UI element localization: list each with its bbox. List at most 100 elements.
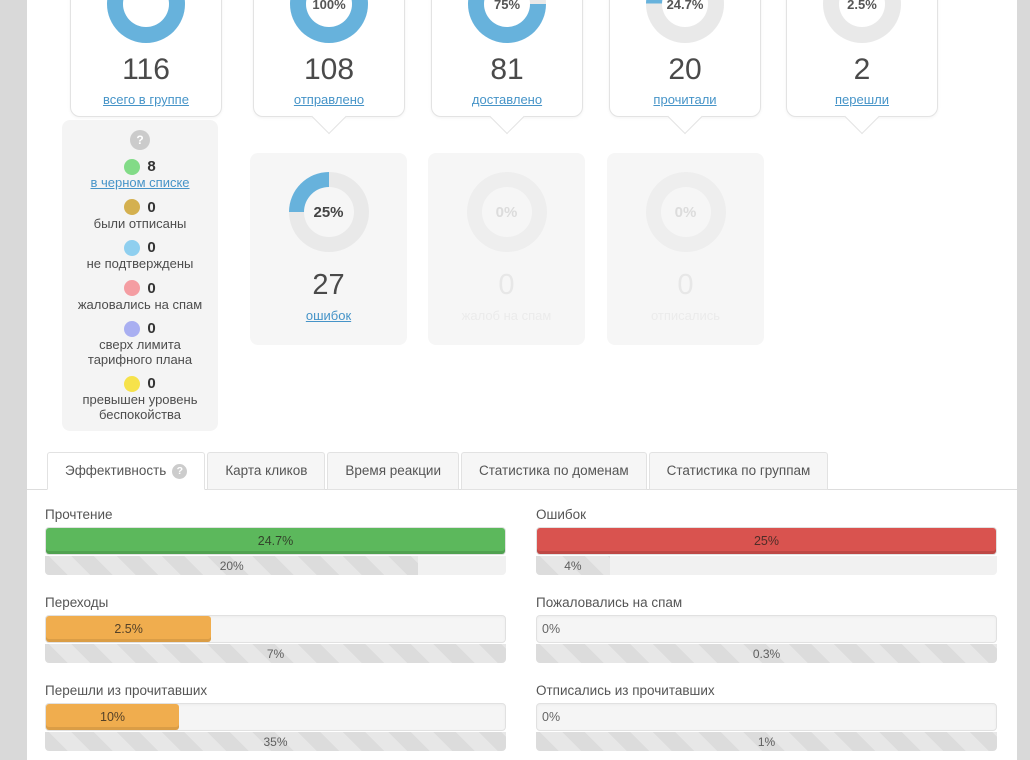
legend-value: 0 bbox=[147, 198, 156, 216]
metric-unsubscribed-from-read: Отписались из прочитавших 0% 1% bbox=[536, 683, 997, 751]
donut-hole: 2.5% bbox=[839, 0, 885, 27]
donut-hole: 0% bbox=[481, 187, 532, 237]
card-value: 2 bbox=[853, 53, 871, 86]
benchmark-track: 35% bbox=[45, 732, 506, 751]
right-gutter bbox=[1017, 0, 1030, 760]
legend-box: ? 8 в черном списке 0 были отписаны 0 не… bbox=[62, 120, 218, 431]
card-label-link[interactable]: ошибок bbox=[305, 308, 352, 323]
stat-card-unsubscribed: 0% 0 отписались bbox=[607, 153, 764, 345]
benchmark-track: 1% bbox=[536, 732, 997, 751]
funnel-card-read: 24.7% 20 прочитали bbox=[609, 0, 761, 135]
benchmark-track: 7% bbox=[45, 644, 506, 663]
metric-bar-track: 25% bbox=[536, 527, 997, 555]
legend-label: были отписаны bbox=[93, 215, 187, 231]
benchmark-fill: 7% bbox=[45, 644, 506, 663]
tab-effectiveness[interactable]: Эффективность? bbox=[47, 452, 206, 490]
legend-dot bbox=[124, 199, 141, 216]
tab-group-stats[interactable]: Статистика по группам bbox=[648, 452, 829, 490]
benchmark-value: 35% bbox=[263, 734, 288, 749]
metric-clicked-from-read: Перешли из прочитавших 10% 35% bbox=[45, 683, 506, 751]
metric-bar-fill: 2.5% bbox=[46, 616, 212, 642]
card-value: 0 bbox=[498, 269, 515, 301]
legend-dot bbox=[124, 158, 141, 175]
tab-click-map[interactable]: Карта кликов bbox=[207, 452, 326, 490]
legend-item: 0 не подтверждены bbox=[62, 239, 218, 272]
card-value: 81 bbox=[490, 53, 524, 86]
tab-reaction-time[interactable]: Время реакции bbox=[327, 452, 460, 490]
metric-bar-track: 24.7% bbox=[45, 527, 506, 555]
tab-label: Карта кликов bbox=[225, 463, 308, 478]
metric-bar-fill: 10% bbox=[46, 704, 180, 730]
donut-percent-label: 0% bbox=[674, 203, 697, 221]
donut-percent-label: 75% bbox=[493, 0, 521, 12]
metrics-right-column: Ошибок 25% 4% Пожаловались на спам 0% 0.… bbox=[536, 507, 997, 760]
metric-bar-track: 2.5% bbox=[45, 615, 506, 643]
legend-value: 0 bbox=[147, 375, 156, 393]
card-label-link[interactable]: доставлено bbox=[471, 92, 543, 107]
card-label: жалоб на спам bbox=[461, 308, 552, 323]
card-label-link[interactable]: отправлено bbox=[293, 92, 365, 107]
help-icon[interactable]: ? bbox=[130, 130, 150, 150]
tab-label: Время реакции bbox=[345, 463, 442, 478]
donut-hole bbox=[123, 0, 169, 27]
legend-item: 0 сверх лимита тарифного плана bbox=[62, 320, 218, 367]
metric-value: 2.5% bbox=[114, 622, 143, 636]
legend-value: 0 bbox=[147, 320, 156, 338]
donut-chart: 25% bbox=[288, 172, 369, 252]
stat-card-errors: 25% 27 ошибок bbox=[250, 153, 407, 345]
legend-item: 0 превышен уровень беспокойства bbox=[62, 375, 218, 422]
donut-chart: 0% bbox=[645, 172, 726, 252]
card-value: 0 bbox=[677, 269, 694, 301]
legend-label: жаловались на спам bbox=[77, 296, 203, 312]
metric-spam-complaints: Пожаловались на спам 0% 0.3% bbox=[536, 595, 997, 663]
card-label-link[interactable]: прочитали bbox=[653, 92, 717, 107]
legend-item: 0 были отписаны bbox=[62, 199, 218, 232]
donut-percent-label: 25% bbox=[313, 203, 344, 221]
donut-percent-label: 2.5% bbox=[847, 0, 877, 12]
donut-chart: 24.7% bbox=[646, 0, 724, 43]
legend-value: 8 bbox=[147, 158, 156, 175]
metric-bar-track: 10% bbox=[45, 703, 506, 731]
tab-bar: Эффективность? Карта кликов Время реакци… bbox=[47, 452, 829, 490]
card-value: 108 bbox=[303, 53, 355, 86]
metric-errors: Ошибок 25% 4% bbox=[536, 507, 997, 575]
card-value: 20 bbox=[668, 53, 702, 86]
help-icon[interactable]: ? bbox=[172, 464, 188, 479]
donut-hole: 100% bbox=[306, 0, 352, 27]
legend-label: сверх лимита тарифного плана bbox=[87, 337, 193, 367]
legend-dot bbox=[124, 239, 141, 256]
tab-label: Эффективность bbox=[65, 463, 167, 478]
legend-dot bbox=[124, 320, 141, 337]
donut-hole: 25% bbox=[303, 187, 354, 237]
benchmark-fill: 20% bbox=[45, 556, 419, 575]
legend-label: не подтверждены bbox=[86, 256, 194, 272]
donut-chart: 75% bbox=[468, 0, 546, 43]
tab-domain-stats[interactable]: Статистика по доменам bbox=[461, 452, 647, 490]
tab-label: Статистика по группам bbox=[666, 463, 811, 478]
donut-chart: 0% bbox=[466, 172, 547, 252]
card-label-link[interactable]: всего в группе bbox=[103, 92, 189, 107]
benchmark-fill: 0.3% bbox=[536, 644, 997, 663]
donut-chart bbox=[107, 0, 185, 43]
tab-label: Статистика по доменам bbox=[479, 463, 629, 478]
metric-bar-track: 0% bbox=[536, 615, 997, 643]
legend-value: 0 bbox=[147, 279, 156, 297]
metric-bar-track: 0% bbox=[536, 703, 997, 731]
funnel-card-total: 116 всего в группе bbox=[70, 0, 222, 117]
donut-hole: 0% bbox=[660, 187, 711, 237]
metric-label: Перешли из прочитавших bbox=[45, 683, 208, 698]
donut-chart: 100% bbox=[290, 0, 368, 43]
benchmark-value: 1% bbox=[757, 734, 776, 749]
metric-value: 24.7% bbox=[257, 534, 294, 548]
metric-label: Ошибок bbox=[536, 507, 587, 522]
metric-label: Отписались из прочитавших bbox=[536, 683, 715, 698]
funnel-card-clicked: 2.5% 2 перешли bbox=[786, 0, 938, 135]
donut-chart: 2.5% bbox=[823, 0, 901, 43]
donut-percent-label: 0% bbox=[495, 203, 518, 221]
benchmark-fill: 1% bbox=[536, 732, 997, 751]
legend-label-link[interactable]: в черном списке bbox=[90, 175, 190, 190]
card-label-link[interactable]: перешли bbox=[834, 92, 889, 107]
metrics-left-column: Прочтение 24.7% 20% Переходы 2.5% 7% Пер… bbox=[45, 507, 506, 760]
metric-bar-fill: 25% bbox=[537, 528, 996, 554]
